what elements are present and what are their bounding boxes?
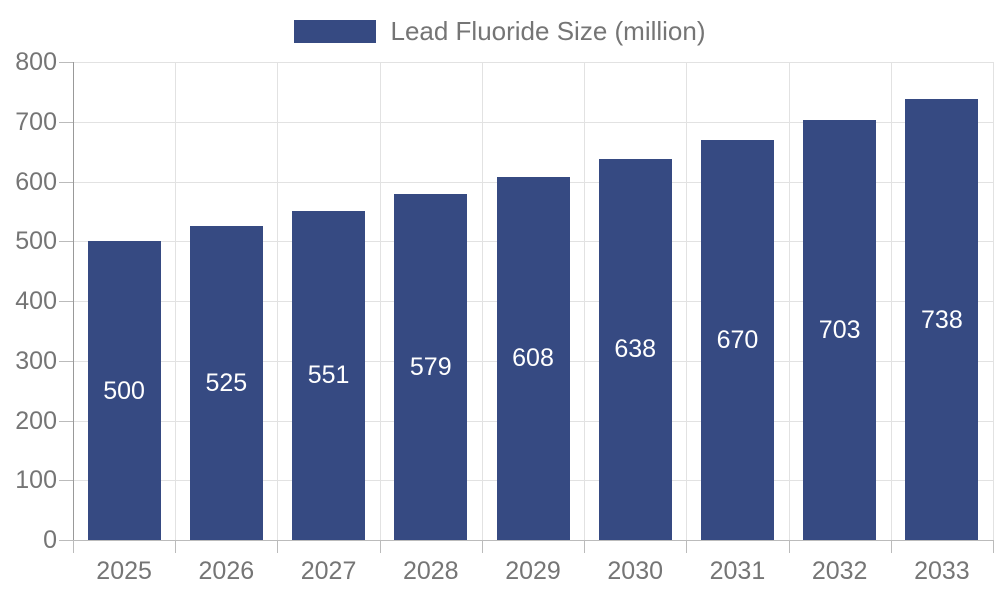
y-tick-label: 0 <box>43 526 57 554</box>
gridline-vertical <box>481 62 483 540</box>
bar[interactable]: 670 <box>700 139 774 540</box>
gridline-vertical <box>379 62 381 540</box>
y-tick-label: 800 <box>15 48 57 76</box>
gridline-horizontal <box>73 121 993 123</box>
gridline-vertical <box>788 62 790 540</box>
y-tick-label: 300 <box>15 346 57 375</box>
gridline-vertical <box>890 62 892 540</box>
x-axis-tick <box>584 540 586 553</box>
y-axis-tick <box>59 121 73 123</box>
bar[interactable]: 738 <box>905 99 979 540</box>
x-axis-line <box>73 540 993 541</box>
legend-label: Lead Fluoride Size (million) <box>390 16 706 46</box>
y-axis-tick <box>59 181 73 183</box>
bar[interactable]: 608 <box>496 176 570 540</box>
x-tick-label: 2032 <box>811 557 868 585</box>
x-axis-tick <box>277 540 279 553</box>
x-tick-label: 2026 <box>198 557 255 585</box>
y-axis-tick <box>59 360 73 362</box>
bar-value-label: 579 <box>409 353 452 382</box>
y-tick-label: 700 <box>15 107 57 136</box>
x-axis-tick <box>788 540 790 553</box>
x-axis-tick <box>73 540 74 553</box>
y-axis-tick <box>59 241 73 243</box>
bar-value-label: 525 <box>205 369 248 398</box>
y-axis-tick <box>59 62 73 63</box>
x-axis-tick <box>686 540 688 553</box>
bar-value-label: 551 <box>307 361 350 390</box>
x-axis-tick <box>379 540 381 553</box>
y-axis-tick <box>59 480 73 482</box>
y-tick-label: 400 <box>15 287 57 315</box>
legend[interactable]: Lead Fluoride Size (million) <box>0 17 1000 46</box>
y-tick-label: 100 <box>15 466 57 495</box>
bar[interactable]: 579 <box>394 194 468 540</box>
gridline-vertical <box>175 62 177 540</box>
bar[interactable]: 551 <box>292 210 366 540</box>
bar-value-label: 738 <box>921 305 963 334</box>
x-tick-label: 2033 <box>914 557 970 585</box>
y-tick-label: 600 <box>15 167 57 196</box>
y-axis-tick <box>59 420 73 422</box>
y-axis-tick <box>59 540 73 541</box>
x-axis-tick <box>175 540 177 553</box>
x-axis-tick <box>890 540 892 553</box>
y-axis-tick <box>59 301 73 302</box>
bar[interactable]: 500 <box>87 241 161 540</box>
y-axis-line <box>73 62 74 553</box>
x-axis-tick <box>993 540 994 553</box>
gridline-vertical <box>584 62 586 540</box>
bar[interactable]: 525 <box>189 226 263 540</box>
x-tick-label: 2030 <box>607 557 664 585</box>
y-tick-label: 500 <box>15 227 57 256</box>
x-tick-label: 2031 <box>709 557 766 585</box>
gridline-vertical <box>686 62 688 540</box>
gridline-horizontal <box>73 62 993 63</box>
x-tick-label: 2027 <box>300 557 357 585</box>
bar-value-label: 500 <box>103 376 145 405</box>
bar[interactable]: 638 <box>598 158 672 540</box>
x-tick-label: 2029 <box>505 557 561 585</box>
legend-swatch <box>294 19 377 43</box>
gridline-vertical <box>993 62 994 540</box>
bar[interactable]: 703 <box>803 119 877 540</box>
bar-value-label: 670 <box>716 325 759 354</box>
x-axis-tick <box>481 540 483 553</box>
x-tick-label: 2028 <box>402 557 459 585</box>
bar-value-label: 703 <box>818 315 861 344</box>
gridline-vertical <box>277 62 279 540</box>
x-tick-label: 2025 <box>96 557 152 585</box>
y-tick-label: 200 <box>15 406 57 435</box>
bar-value-label: 608 <box>512 344 554 373</box>
bar-value-label: 638 <box>614 335 657 364</box>
